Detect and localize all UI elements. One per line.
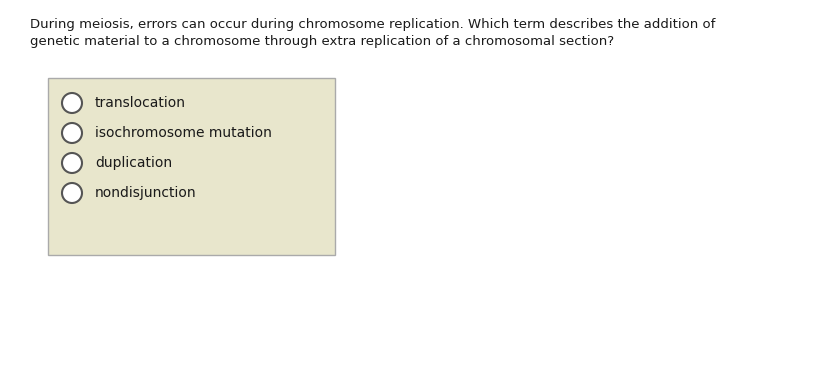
Text: During meiosis, errors can occur during chromosome replication. Which term descr: During meiosis, errors can occur during … [30, 18, 716, 48]
FancyBboxPatch shape [48, 78, 335, 255]
Text: translocation: translocation [95, 96, 186, 110]
Text: isochromosome mutation: isochromosome mutation [95, 126, 272, 140]
Ellipse shape [62, 123, 82, 143]
Ellipse shape [62, 183, 82, 203]
Ellipse shape [62, 93, 82, 113]
Ellipse shape [62, 153, 82, 173]
Text: duplication: duplication [95, 156, 172, 170]
Text: nondisjunction: nondisjunction [95, 186, 197, 200]
